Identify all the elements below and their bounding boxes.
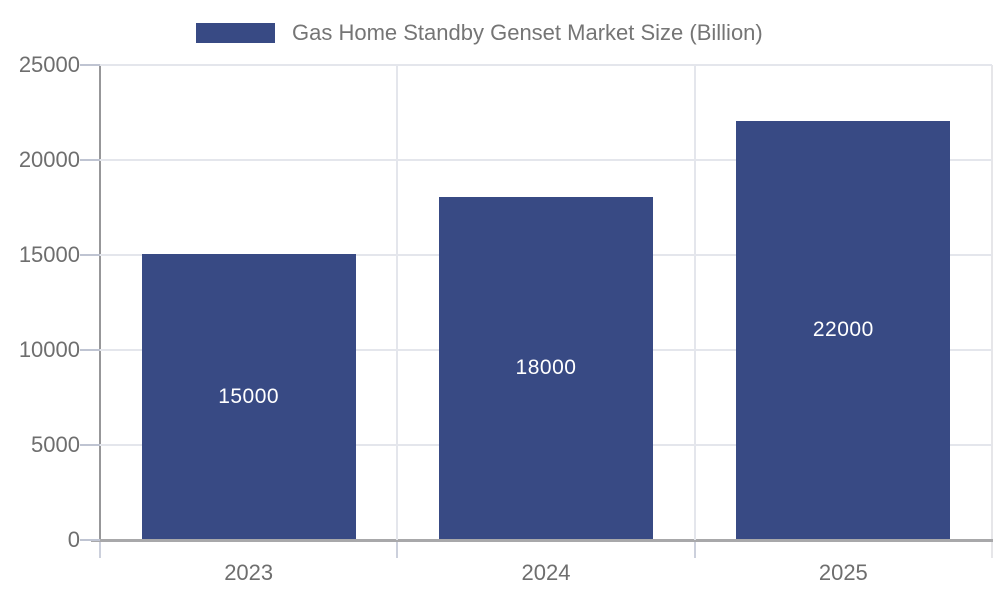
y-axis-tick-label: 0 — [67, 527, 80, 552]
bar-2024: 18000 — [439, 197, 653, 539]
bar-value-label: 15000 — [218, 384, 280, 408]
gridline-horizontal — [100, 64, 992, 66]
y-axis-tick-label: 15000 — [18, 242, 80, 267]
y-axis-tick — [80, 444, 100, 446]
y-axis-tick-label: 25000 — [18, 52, 80, 77]
y-axis-tick-label: 5000 — [31, 432, 80, 457]
bar-value-label: 18000 — [515, 356, 577, 379]
y-axis-tick — [80, 64, 100, 66]
y-axis-tick — [80, 254, 100, 256]
x-axis-line — [91, 539, 993, 542]
bar-2025: 22000 — [736, 121, 951, 539]
gridline-vertical — [396, 65, 399, 540]
chart-legend[interactable]: Gas Home Standby Genset Market Size (Bil… — [196, 20, 763, 46]
plot-area: 15000 18000 22000 — [80, 64, 993, 558]
x-axis-tick-label: 2024 — [521, 560, 571, 585]
plot-right-border — [991, 65, 993, 558]
x-axis-tick — [693, 542, 696, 558]
x-axis-tick-label: 2023 — [224, 560, 274, 585]
x-axis-tick-label: 2025 — [818, 560, 868, 585]
bar-value-label: 22000 — [812, 318, 874, 341]
legend-swatch-icon — [196, 23, 275, 43]
bar-2023: 15000 — [141, 254, 356, 539]
y-axis-tick — [80, 539, 100, 541]
gridline-vertical — [693, 65, 696, 540]
y-axis-tick-labels: 0 5000 10000 15000 20000 25000 — [0, 52, 80, 552]
x-axis-tick-labels: 2023 2024 2025 — [100, 559, 992, 589]
y-axis-tick-label: 20000 — [18, 147, 80, 172]
y-axis-tick — [80, 159, 100, 161]
y-axis-tick — [80, 349, 100, 351]
x-axis-tick — [396, 542, 399, 558]
x-axis-tick — [99, 542, 101, 558]
gridline-horizontal — [100, 159, 992, 161]
y-axis-line — [99, 65, 101, 542]
y-axis-tick-label: 10000 — [18, 337, 80, 362]
legend-label: Gas Home Standby Genset Market Size (Bil… — [292, 20, 763, 45]
